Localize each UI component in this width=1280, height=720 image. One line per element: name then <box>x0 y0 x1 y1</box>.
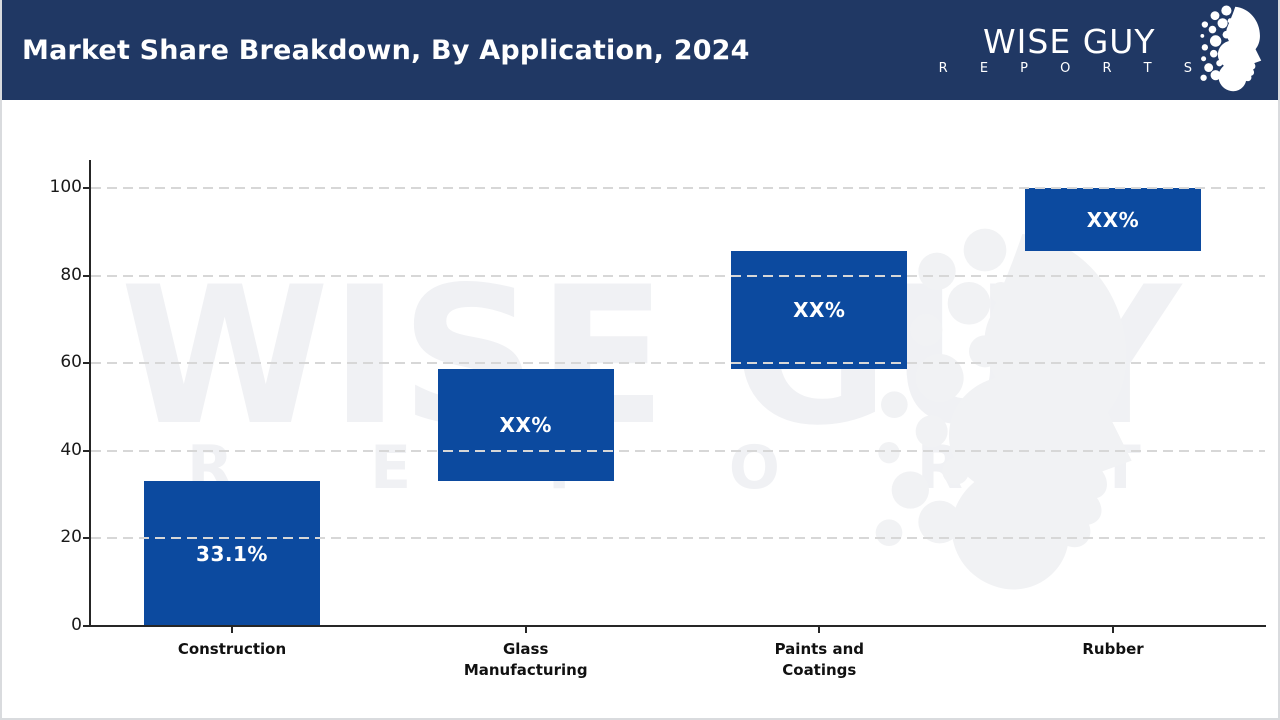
y-tick-mark <box>83 187 90 189</box>
bar-Rubber: XX% <box>1025 188 1201 252</box>
wiseguy-logo-name: WISE GUY <box>983 21 1156 61</box>
y-tick-label: 40 <box>60 439 82 460</box>
y-tick-mark <box>83 537 90 540</box>
y-tick-mark <box>83 274 90 277</box>
x-category-label: Glass Manufacturing <box>463 640 588 679</box>
wiseguy-logo-subtitle: R E P O R T S <box>938 60 1206 76</box>
y-tick-mark <box>83 625 90 627</box>
bar-value-label: XX% <box>1086 207 1140 232</box>
wiseguy-face-icon <box>1196 3 1272 98</box>
y-tick-mark <box>83 362 90 365</box>
x-category-label: Paints and Coatings <box>774 640 864 679</box>
y-axis-spine <box>89 160 91 627</box>
header-bar: Market Share Breakdown, By Application, … <box>2 0 1278 100</box>
x-category-label: Construction <box>177 640 287 658</box>
y-tick-label: 100 <box>49 177 82 197</box>
gridline-80 <box>91 274 1265 277</box>
page-title: Market Share Breakdown, By Application, … <box>22 34 750 66</box>
x-tick-mark <box>818 627 821 633</box>
bar-value-label: XX% <box>793 298 846 323</box>
y-tick-label: 0 <box>71 615 82 635</box>
bar-Construction: 33.1% <box>144 481 320 626</box>
x-tick-mark <box>1112 627 1114 633</box>
gridline-100 <box>91 187 1265 189</box>
bar-Paints and Coatings: XX% <box>731 251 908 370</box>
x-tick-mark <box>524 627 527 633</box>
wiseguy-logo-text: WISE GUY R E P O R T S <box>933 25 1206 76</box>
x-axis-spine <box>89 625 1266 627</box>
bar-Glass Manufacturing: XX% <box>437 369 614 482</box>
gridline-60 <box>91 362 1265 365</box>
bar-value-label: 33.1% <box>196 541 268 566</box>
wiseguy-logo: WISE GUY R E P O R T S <box>933 3 1278 98</box>
y-tick-mark <box>83 449 90 452</box>
gridline-40 <box>91 449 1265 452</box>
gridline-20 <box>91 537 1265 540</box>
x-tick-mark <box>231 627 233 633</box>
y-tick-label: 20 <box>60 527 82 548</box>
x-category-label: Rubber <box>1082 640 1144 658</box>
bar-value-label: XX% <box>499 413 552 438</box>
y-tick-label: 60 <box>60 352 82 373</box>
y-tick-label: 80 <box>60 264 82 285</box>
